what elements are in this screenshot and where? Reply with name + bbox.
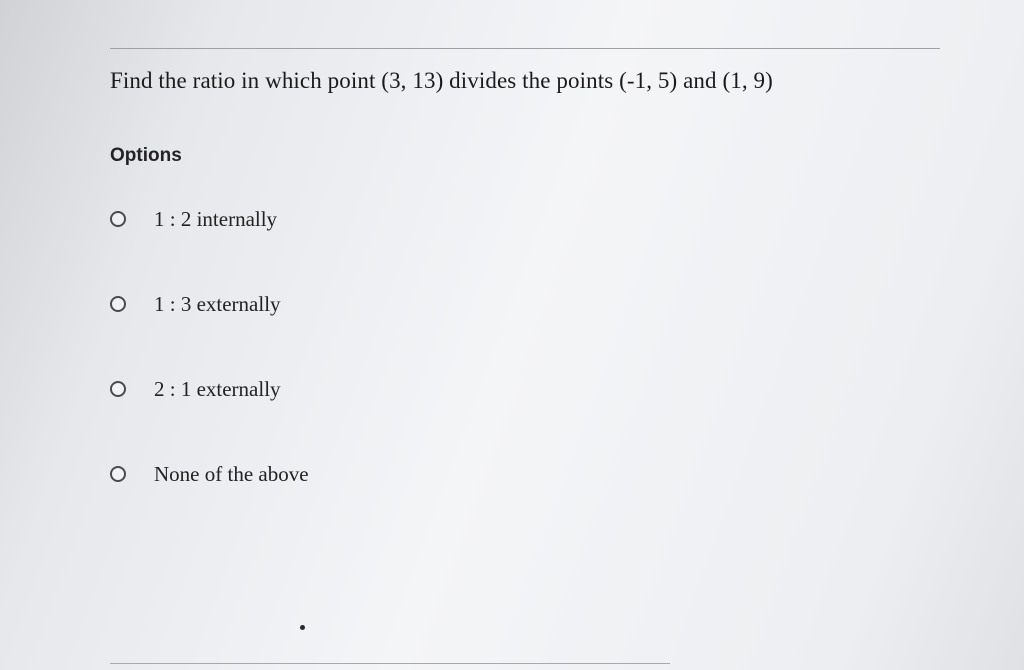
option-d-row[interactable]: None of the above bbox=[110, 462, 934, 487]
radio-icon[interactable] bbox=[110, 296, 126, 312]
options-heading: Options bbox=[110, 145, 934, 167]
option-c-label: 2 : 1 externally bbox=[154, 377, 281, 402]
bottom-divider bbox=[110, 663, 670, 664]
option-b-row[interactable]: 1 : 3 externally bbox=[110, 292, 934, 317]
option-a-label: 1 : 2 internally bbox=[154, 207, 277, 232]
question-text: Find the ratio in which point (3, 13) di… bbox=[110, 63, 934, 99]
top-divider bbox=[110, 48, 940, 49]
radio-icon[interactable] bbox=[110, 211, 126, 227]
question-page: Find the ratio in which point (3, 13) di… bbox=[0, 0, 1024, 670]
option-c-row[interactable]: 2 : 1 externally bbox=[110, 377, 934, 402]
option-b-label: 1 : 3 externally bbox=[154, 292, 281, 317]
radio-icon[interactable] bbox=[110, 466, 126, 482]
option-d-label: None of the above bbox=[154, 462, 309, 487]
speck-icon bbox=[300, 625, 305, 630]
radio-icon[interactable] bbox=[110, 381, 126, 397]
option-a-row[interactable]: 1 : 2 internally bbox=[110, 207, 934, 232]
